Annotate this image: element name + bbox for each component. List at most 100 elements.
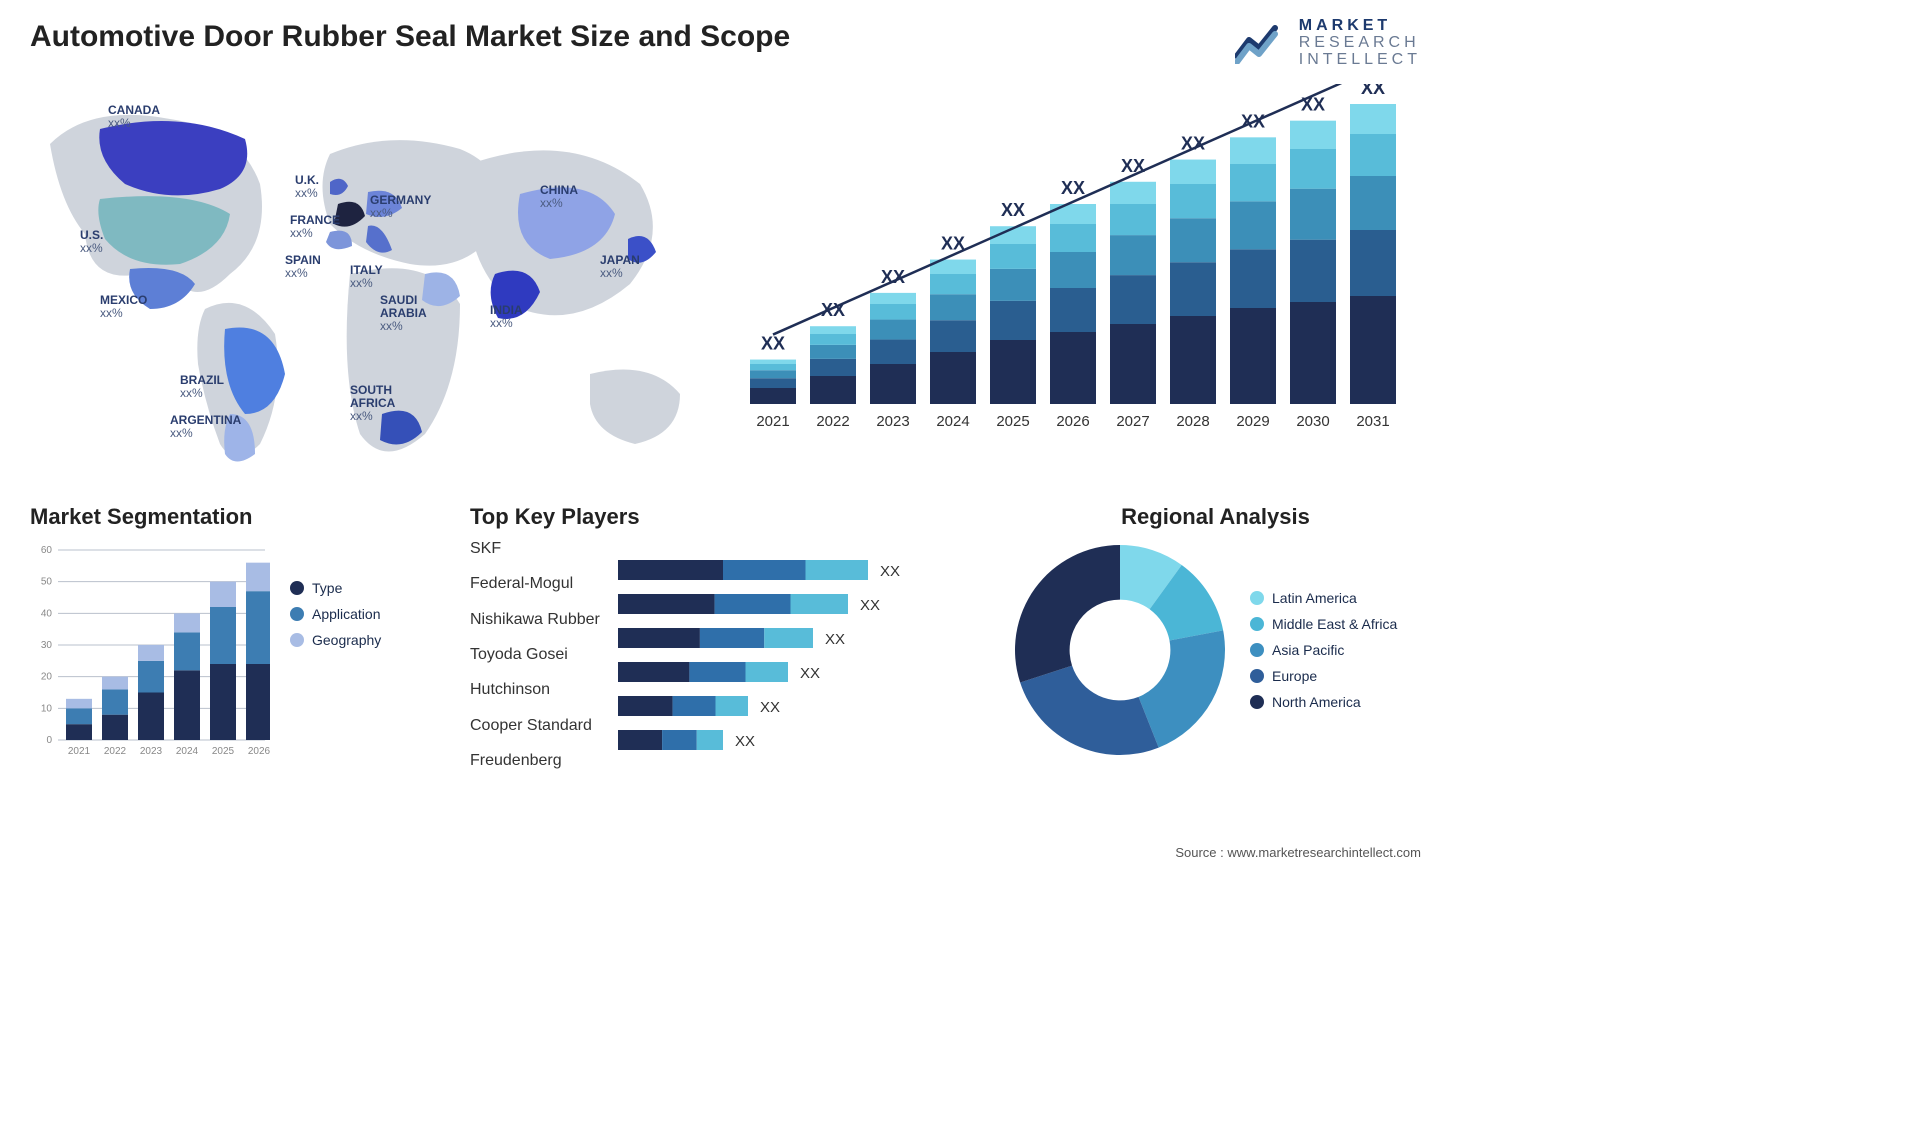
svg-text:2022: 2022 xyxy=(104,746,127,757)
map-label: SPAINxx% xyxy=(285,254,321,280)
logo-line2: RESEARCH xyxy=(1299,35,1421,52)
regional-legend: Latin America Middle East & Africa Asia Pa… xyxy=(1250,590,1397,710)
page-title: Automotive Door Rubber Seal Market Size … xyxy=(30,20,1421,54)
legend-swatch xyxy=(1250,591,1264,605)
legend-item: Europe xyxy=(1250,668,1397,684)
svg-text:2026: 2026 xyxy=(248,746,270,757)
players-chart: XXXXXXXXXXXX xyxy=(618,540,990,770)
svg-text:XX: XX xyxy=(860,597,880,614)
legend-swatch xyxy=(290,607,304,621)
player-name: Freudenberg xyxy=(470,752,600,770)
legend-item: Latin America xyxy=(1250,590,1397,606)
map-label: GERMANYxx% xyxy=(370,194,431,220)
map-label: U.S.xx% xyxy=(80,229,103,255)
svg-text:2031: 2031 xyxy=(1356,413,1389,430)
svg-text:10: 10 xyxy=(41,703,53,714)
svg-text:2029: 2029 xyxy=(1236,413,1269,430)
legend-item: North America xyxy=(1250,694,1397,710)
legend-label: Geography xyxy=(312,632,381,648)
legend-item: Geography xyxy=(290,632,381,648)
map-label: ITALYxx% xyxy=(350,264,383,290)
svg-text:2022: 2022 xyxy=(816,413,849,430)
map-label: SOUTHAFRICAxx% xyxy=(350,384,395,424)
svg-text:20: 20 xyxy=(41,672,53,683)
svg-text:2030: 2030 xyxy=(1296,413,1329,430)
legend-item: Type xyxy=(290,580,381,596)
legend-label: Europe xyxy=(1272,668,1317,684)
growth-chart: XX2021XX2022XX2023XX2024XX2025XX2026XX20… xyxy=(740,84,1430,434)
svg-text:60: 60 xyxy=(41,545,53,556)
svg-text:40: 40 xyxy=(41,608,53,619)
legend-label: North America xyxy=(1272,694,1361,710)
players-title: Top Key Players xyxy=(470,504,990,530)
svg-text:XX: XX xyxy=(1061,178,1085,198)
map-label: JAPANxx% xyxy=(600,254,640,280)
legend-swatch xyxy=(1250,695,1264,709)
regional-title: Regional Analysis xyxy=(1010,504,1421,530)
logo-mark-icon xyxy=(1235,22,1289,64)
legend-label: Type xyxy=(312,580,342,596)
svg-text:2021: 2021 xyxy=(68,746,91,757)
segmentation-title: Market Segmentation xyxy=(30,504,450,530)
legend-item: Application xyxy=(290,606,381,622)
player-name: Federal-Mogul xyxy=(470,575,600,593)
svg-text:2025: 2025 xyxy=(212,746,235,757)
svg-text:2023: 2023 xyxy=(876,413,909,430)
legend-label: Application xyxy=(312,606,381,622)
svg-text:XX: XX xyxy=(880,563,900,580)
svg-text:XX: XX xyxy=(1181,134,1205,154)
segmentation-chart: 0 10 20 30 40 50 60 2021 2022 2023 2024 2025 2026 xyxy=(30,540,270,760)
legend-item: Asia Pacific xyxy=(1250,642,1397,658)
brand-logo: MARKET RESEARCH INTELLECT xyxy=(1235,18,1421,68)
source-text: Source : www.marketresearchintellect.com xyxy=(1175,845,1421,860)
svg-text:XX: XX xyxy=(761,334,785,354)
players-name-list: SKF Federal-Mogul Nishikawa Rubber Toyoda G… xyxy=(470,540,600,770)
regional-donut xyxy=(1010,540,1230,760)
svg-text:2025: 2025 xyxy=(996,413,1029,430)
legend-label: Latin America xyxy=(1272,590,1357,606)
svg-text:XX: XX xyxy=(1301,95,1325,115)
svg-text:XX: XX xyxy=(1001,200,1025,220)
legend-swatch xyxy=(1250,617,1264,631)
svg-text:2021: 2021 xyxy=(756,413,789,430)
svg-text:XX: XX xyxy=(735,733,755,750)
svg-text:0: 0 xyxy=(46,735,52,746)
svg-text:2028: 2028 xyxy=(1176,413,1209,430)
player-name: SKF xyxy=(470,540,600,558)
legend-swatch xyxy=(290,581,304,595)
svg-text:XX: XX xyxy=(800,665,820,682)
legend-swatch xyxy=(1250,643,1264,657)
legend-label: Asia Pacific xyxy=(1272,642,1344,658)
legend-swatch xyxy=(1250,669,1264,683)
map-label: U.K.xx% xyxy=(295,174,319,200)
logo-line3: INTELLECT xyxy=(1299,52,1421,69)
svg-text:XX: XX xyxy=(760,699,780,716)
legend-label: Middle East & Africa xyxy=(1272,616,1397,632)
map-label: BRAZILxx% xyxy=(180,374,224,400)
player-name: Toyoda Gosei xyxy=(470,646,600,664)
map-label: INDIAxx% xyxy=(490,304,523,330)
svg-text:2024: 2024 xyxy=(936,413,969,430)
player-name: Nishikawa Rubber xyxy=(470,611,600,629)
map-label: ARGENTINAxx% xyxy=(170,414,241,440)
map-label: CHINAxx% xyxy=(540,184,578,210)
svg-text:2026: 2026 xyxy=(1056,413,1089,430)
map-label: CANADAxx% xyxy=(108,104,160,130)
legend-swatch xyxy=(290,633,304,647)
map-label: FRANCExx% xyxy=(290,214,340,240)
svg-text:XX: XX xyxy=(1361,84,1385,98)
map-label: SAUDIARABIAxx% xyxy=(380,294,427,334)
player-name: Cooper Standard xyxy=(470,717,600,735)
svg-text:2023: 2023 xyxy=(140,746,163,757)
map-label: MEXICOxx% xyxy=(100,294,147,320)
svg-text:30: 30 xyxy=(41,640,53,651)
legend-item: Middle East & Africa xyxy=(1250,616,1397,632)
logo-line1: MARKET xyxy=(1299,18,1421,35)
world-map: CANADAxx% U.S.xx% MEXICOxx% BRAZILxx% ARGENT… xyxy=(30,74,710,474)
player-name: Hutchinson xyxy=(470,681,600,699)
svg-text:2024: 2024 xyxy=(176,746,199,757)
segmentation-legend: Type Application Geography xyxy=(290,580,381,648)
svg-text:2027: 2027 xyxy=(1116,413,1149,430)
svg-text:50: 50 xyxy=(41,577,53,588)
svg-text:XX: XX xyxy=(825,631,845,648)
